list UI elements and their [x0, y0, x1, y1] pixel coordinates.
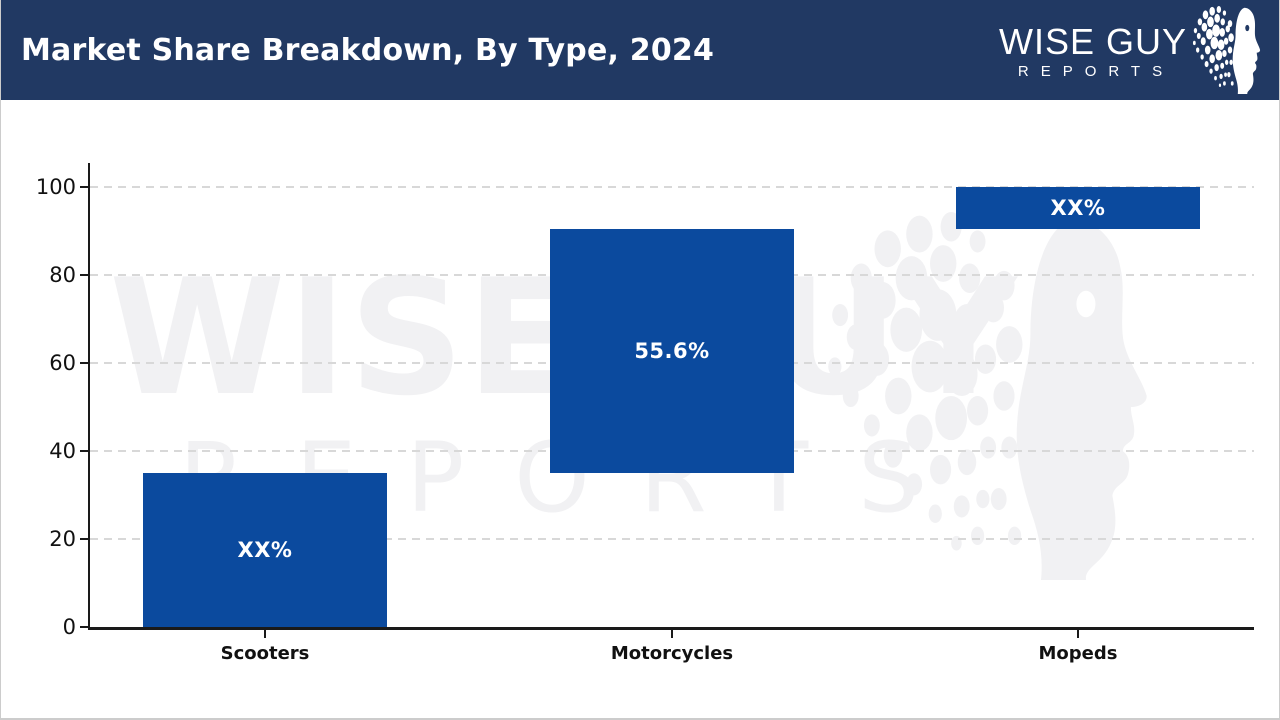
- plot-area: 0 20 40 60 80 100 XX% 55.6% XX% Scooters Motorcycl…: [1, 100, 1279, 718]
- y-tick-80: [80, 274, 88, 277]
- bar-motorcycles: 55.6%: [550, 228, 794, 474]
- bar-value-label-mopeds: XX%: [1050, 195, 1106, 220]
- chart-area: WISE GUY REPORTS 0 20 40 60 80 100 XX% 55.6% XX%…: [1, 100, 1279, 718]
- logo-wordmark-line2: REPORTS: [1017, 62, 1175, 80]
- y-tick-label-80: 80: [49, 263, 76, 288]
- category-label-mopeds: Mopeds: [1038, 643, 1118, 664]
- y-tick-label-20: 20: [49, 527, 76, 552]
- y-tick-40: [80, 450, 88, 453]
- gridline-100: [90, 186, 1254, 189]
- header-bar: Market Share Breakdown, By Type, 2024 WI…: [1, 0, 1279, 100]
- x-tick-mopeds: [1077, 629, 1079, 638]
- y-axis-line: [88, 163, 90, 630]
- category-label-motorcycles: Motorcycles: [610, 643, 734, 664]
- x-tick-motorcycles: [671, 629, 673, 638]
- category-label-scooters: Scooters: [220, 643, 310, 664]
- y-tick-label-100: 100: [35, 175, 76, 200]
- y-tick-100: [80, 186, 88, 189]
- bar-value-label-motorcycles: 55.6%: [634, 338, 710, 363]
- y-tick-0: [80, 626, 88, 628]
- logo-wordmark-line1: WISE GUY: [998, 20, 1187, 62]
- logo-face-icon: [1191, 6, 1269, 94]
- y-tick-label-60: 60: [49, 351, 76, 376]
- bar-mopeds: XX%: [956, 187, 1200, 229]
- y-tick-label-0: 0: [62, 615, 76, 639]
- y-tick-label-40: 40: [49, 439, 76, 464]
- logo-wordmark: WISE GUY REPORTS: [998, 20, 1187, 80]
- wiseguy-logo: WISE GUY REPORTS: [999, 6, 1269, 94]
- y-tick-60: [80, 362, 88, 365]
- x-axis-line: [88, 627, 1254, 630]
- bar-scooters: XX%: [143, 473, 387, 627]
- chart-title: Market Share Breakdown, By Type, 2024: [21, 32, 715, 68]
- x-tick-scooters: [264, 629, 266, 638]
- y-tick-20: [80, 538, 88, 541]
- bar-value-label-scooters: XX%: [237, 538, 293, 563]
- gridline-20: [90, 538, 1254, 541]
